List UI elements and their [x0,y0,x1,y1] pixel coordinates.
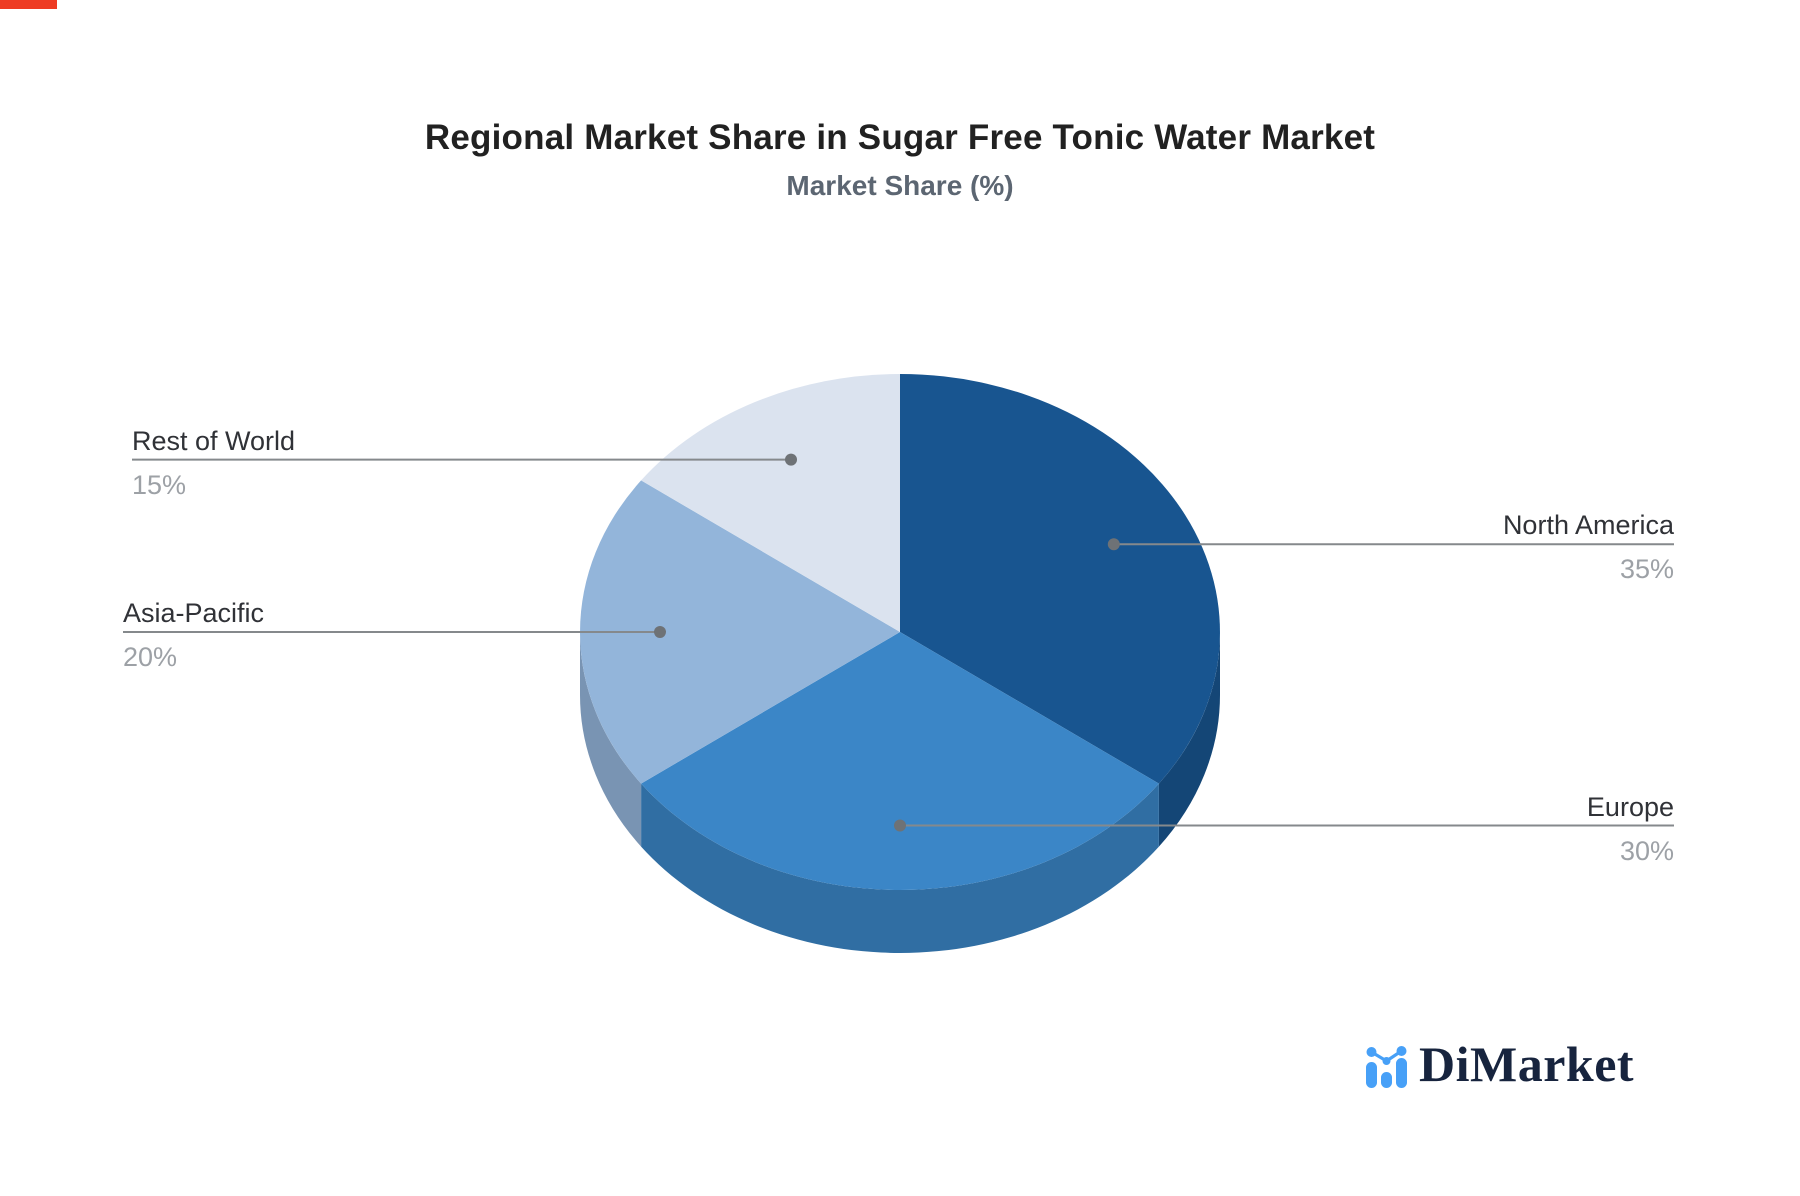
mini-bar-line-chart-icon [1366,1046,1407,1088]
leader-dot-rest-of-world [785,453,797,466]
pie-slice-side-europe [641,783,1159,953]
logo-wordmark: DiMarket [1419,1036,1635,1092]
pie-slice-north-america [900,374,1220,784]
dimarket-logo: DiMarket [1366,1036,1635,1092]
slice-value: 15% [132,469,187,500]
leader-dot-asia-pacific [654,626,666,638]
pie-label-europe: Europe 30% [1587,792,1674,866]
pie-label-rest-of-world: Rest of World 15% [132,426,295,500]
leader-dot-europe [894,819,906,832]
chart-subtitle: Market Share (%) [786,170,1014,201]
pie-slice-side-north-america [1158,632,1220,847]
chart-title: Regional Market Share in Sugar Free Toni… [424,118,1376,157]
slice-value: 30% [1619,835,1674,866]
slice-name: Rest of World [132,425,296,456]
slice-value: 35% [1619,554,1674,585]
pie-slice-rest-of-world [641,374,900,632]
pie-label-north-america: North America 35% [1503,510,1674,584]
slice-name: North America [1502,510,1674,541]
slice-value: 20% [123,642,178,672]
screen-corner-artifact [0,0,57,9]
leader-dot-north-america [1107,538,1120,551]
slice-name: Europe [1586,791,1674,822]
pie-label-asia-pacific: Asia-Pacific 20% [123,598,264,672]
pie-slice-asia-pacific [580,480,900,784]
pie-slice-side-asia-pacific [580,632,642,847]
slice-name: Asia-Pacific [123,598,265,628]
